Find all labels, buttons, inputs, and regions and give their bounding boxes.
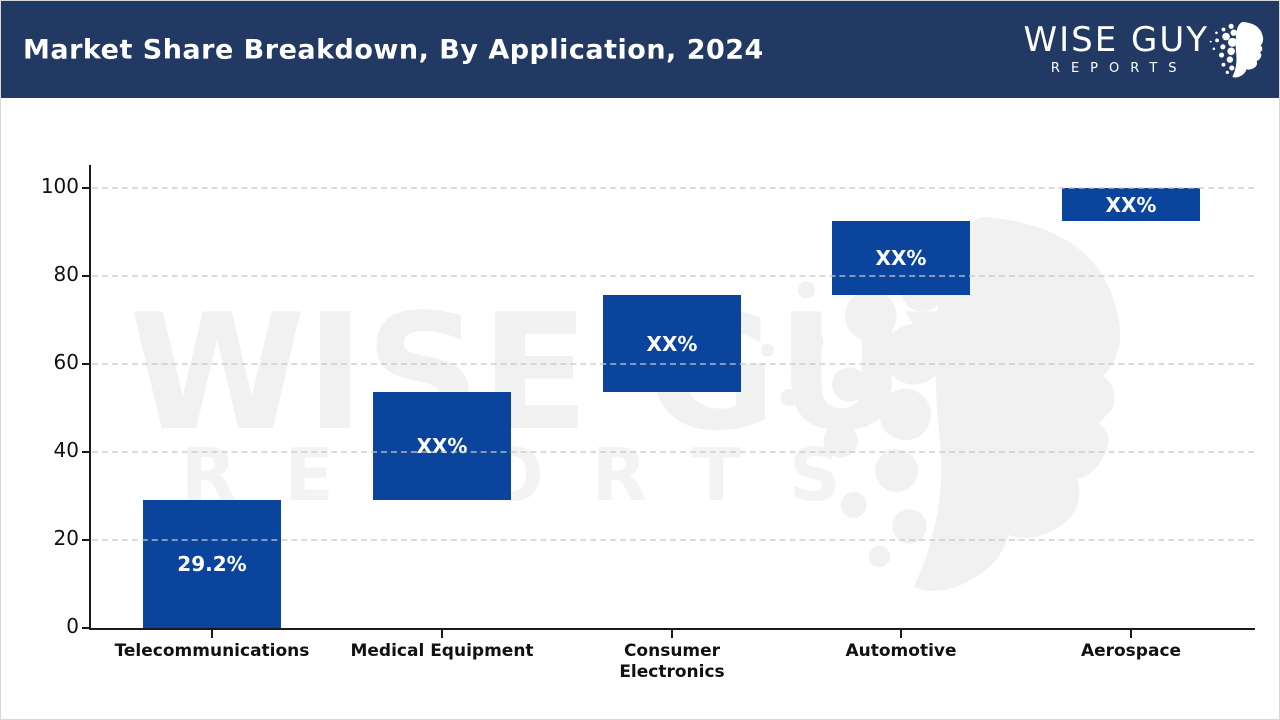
- x-category-label-line: Telecommunications: [114, 641, 310, 661]
- x-category-label: Aerospace: [1001, 641, 1261, 662]
- y-tick-mark: [82, 187, 90, 189]
- x-tick-mark: [1130, 630, 1132, 638]
- header-bar: Market Share Breakdown, By Application, …: [1, 1, 1279, 98]
- x-category-label: Consumer Electronics: [542, 641, 802, 682]
- y-tick-label: 40: [53, 438, 79, 462]
- bar-value-label: 29.2%: [177, 551, 247, 576]
- x-category-label: Automotive: [771, 641, 1031, 662]
- x-category-label-line: Medical Equipment: [350, 641, 534, 661]
- x-tick-mark: [441, 630, 443, 638]
- y-axis-line: [89, 165, 91, 630]
- gridline-100: [92, 187, 1254, 189]
- x-tick-mark: [671, 630, 673, 638]
- y-tick-mark: [82, 275, 90, 277]
- y-tick-label: 100: [40, 174, 79, 198]
- logo-reports-label: REPORTS: [1050, 60, 1188, 76]
- y-tick-mark: [82, 539, 90, 541]
- y-tick-mark: [82, 363, 90, 365]
- bar-aerospace: XX%: [1062, 188, 1200, 221]
- x-category-label-line: Consumer: [623, 641, 721, 661]
- x-axis-line: [89, 628, 1255, 630]
- y-tick-mark: [82, 627, 90, 629]
- y-tick-mark: [82, 451, 90, 453]
- wiseguy-face-icon: [1203, 10, 1267, 90]
- x-category-label: Medical Equipment: [312, 641, 572, 662]
- gridline-20: [92, 539, 1254, 541]
- gridline-60: [92, 363, 1254, 365]
- bar-value-label: XX%: [1105, 192, 1157, 217]
- logo-wiseguy-label: WISE GUY: [1023, 20, 1209, 61]
- bar-telecommunications: 29.2%: [143, 499, 281, 628]
- bar-consumer-electronics: XX%: [603, 295, 741, 393]
- y-tick-label: 0: [66, 614, 79, 638]
- bar-automotive: XX%: [832, 221, 970, 296]
- bar-medical-equipment: XX%: [373, 392, 511, 500]
- x-category-label-line: Aerospace: [1080, 641, 1182, 661]
- gridline-40: [92, 451, 1254, 453]
- wiseguy-logo-text: WISE GUY REPORTS: [1023, 20, 1209, 76]
- y-tick-label: 60: [53, 350, 79, 374]
- y-tick-label: 80: [53, 262, 79, 286]
- x-category-label-line: Electronics: [619, 661, 725, 682]
- wiseguy-logo: WISE GUY REPORTS: [1023, 7, 1267, 92]
- bar-value-label: XX%: [875, 246, 927, 271]
- x-category-label-line: Automotive: [845, 641, 957, 661]
- x-tick-mark: [900, 630, 902, 638]
- y-tick-label: 20: [53, 526, 79, 550]
- bar-value-label: XX%: [416, 433, 468, 458]
- gridline-80: [92, 275, 1254, 277]
- x-category-label: Telecommunications: [82, 641, 342, 662]
- bar-value-label: XX%: [646, 331, 698, 356]
- x-tick-mark: [211, 630, 213, 638]
- page-title: Market Share Breakdown, By Application, …: [23, 34, 764, 65]
